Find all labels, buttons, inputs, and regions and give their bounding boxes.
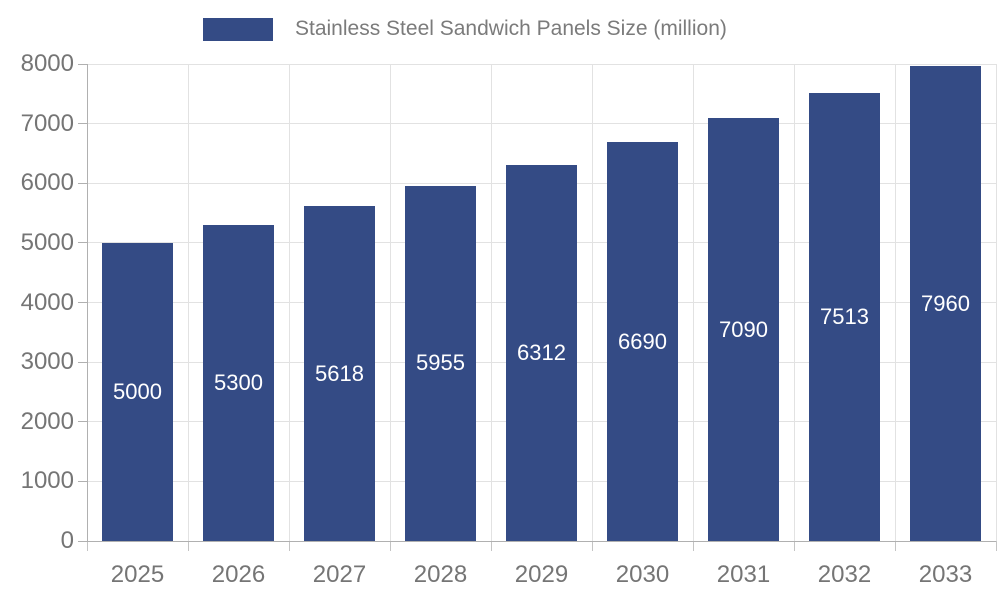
bar-value-label: 7090 [719, 316, 768, 342]
x-axis-tick [490, 541, 492, 551]
gridline-vertical [490, 64, 492, 541]
x-axis-tick [288, 541, 290, 551]
y-axis-tick [78, 361, 87, 363]
y-axis-tick [78, 302, 87, 303]
gridline-vertical [288, 64, 290, 541]
gridline-horizontal [87, 63, 996, 65]
gridline-horizontal [87, 123, 996, 125]
bar-value-label: 6312 [517, 339, 566, 365]
bar: 7960 [910, 66, 981, 541]
x-axis-tick [692, 541, 694, 551]
y-axis-tick-label: 0 [60, 527, 74, 554]
bar-value-label: 5300 [214, 369, 263, 395]
bar-value-label: 5618 [315, 360, 364, 386]
x-axis-tick [894, 541, 896, 551]
y-axis-tick [78, 63, 87, 65]
legend-label: Stainless Steel Sandwich Panels Size (mi… [295, 17, 727, 40]
y-axis-tick-label: 5000 [20, 228, 74, 256]
y-axis-tick [78, 242, 87, 244]
y-axis-line [86, 64, 88, 541]
x-axis-tick-label: 2027 [312, 561, 367, 588]
bar-value-label: 5955 [416, 350, 465, 376]
bar: 7513 [809, 93, 880, 541]
bar-value-label: 7513 [820, 304, 869, 329]
legend-swatch [203, 17, 273, 41]
legend: Stainless Steel Sandwich Panels Size (mi… [203, 17, 727, 41]
bar: 5300 [203, 224, 274, 541]
bar: 6312 [506, 164, 577, 541]
gridline-vertical [894, 64, 896, 541]
x-axis-tick-label: 2026 [211, 561, 266, 588]
x-axis-tick [995, 541, 997, 551]
bar: 5955 [405, 185, 476, 541]
y-axis-tick-label: 4000 [20, 288, 74, 316]
y-axis-tick [78, 182, 87, 184]
y-axis-tick [78, 421, 87, 423]
gridline-vertical [793, 64, 795, 541]
x-axis-tick-label: 2032 [817, 561, 872, 588]
gridline-vertical [995, 64, 997, 541]
bar-value-label: 6690 [618, 328, 667, 354]
x-axis-tick-label: 2028 [413, 561, 468, 588]
y-axis-tick-label: 6000 [20, 169, 74, 197]
y-axis-tick [78, 540, 87, 542]
x-axis-tick [793, 541, 795, 551]
gridline-vertical [187, 64, 189, 541]
x-axis-tick-label: 2033 [918, 561, 973, 588]
x-axis-tick [86, 541, 88, 551]
y-axis-tick-label: 2000 [20, 407, 74, 435]
y-axis-tick-label: 7000 [20, 109, 74, 137]
y-axis-tick-label: 3000 [20, 348, 74, 376]
x-axis-tick [187, 541, 189, 551]
bar: 7090 [708, 118, 779, 541]
x-axis-tick [389, 541, 391, 551]
bar-value-label: 7960 [921, 290, 970, 316]
y-axis-tick [78, 123, 87, 125]
bar-value-label: 5000 [113, 378, 162, 404]
gridline-vertical [389, 64, 391, 541]
gridline-vertical [591, 64, 593, 541]
x-axis-tick-label: 2031 [716, 561, 771, 588]
y-axis-tick [78, 480, 87, 482]
x-axis-tick-label: 2025 [110, 561, 165, 588]
x-axis-tick-label: 2029 [514, 561, 569, 588]
x-axis-tick-label: 2030 [615, 561, 670, 588]
x-axis-line [87, 540, 996, 542]
y-axis-tick-label: 1000 [20, 467, 74, 495]
bar: 6690 [607, 142, 678, 541]
gridline-vertical [692, 64, 694, 541]
x-axis-tick [591, 541, 593, 551]
y-axis-tick-label: 8000 [20, 50, 74, 77]
bar: 5618 [304, 206, 375, 541]
bar: 5000 [102, 242, 173, 541]
